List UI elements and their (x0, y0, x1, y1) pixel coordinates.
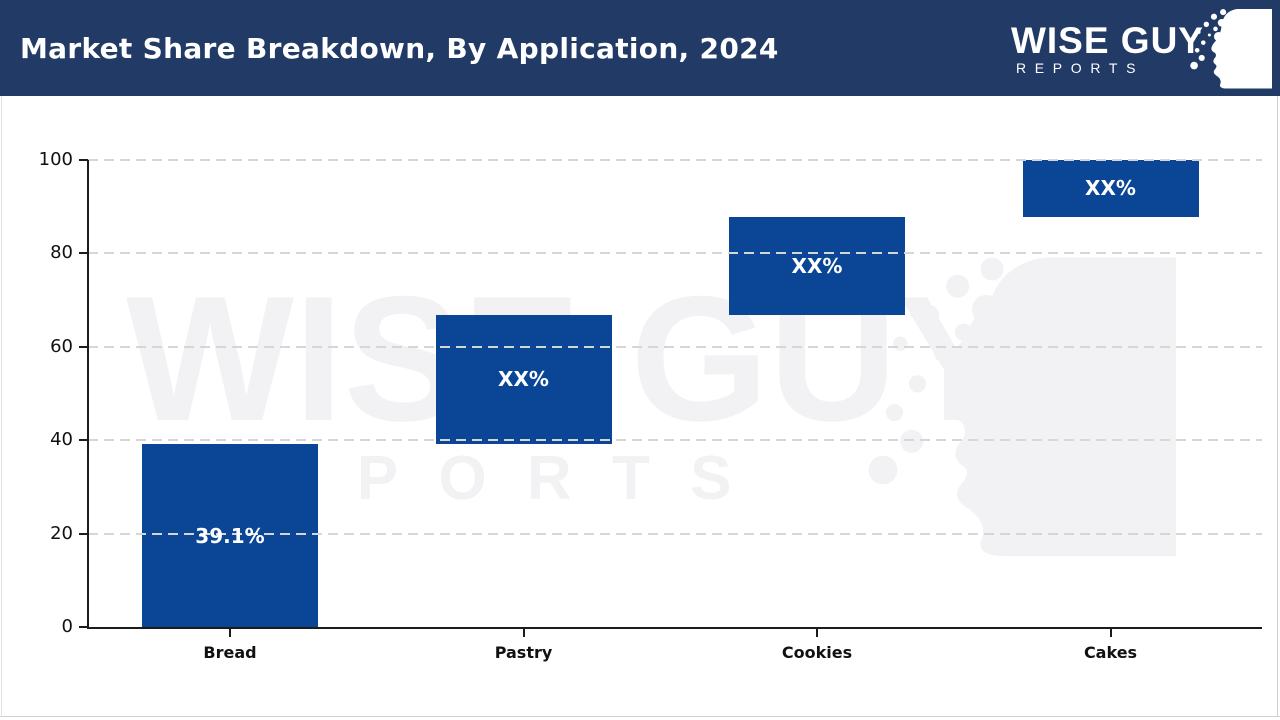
y-tick-label-0: 0 (61, 616, 73, 637)
bar-cakes (1022, 160, 1199, 217)
header: Market Share Breakdown, By Application, … (0, 0, 1280, 96)
bar-cookies (729, 216, 905, 315)
x-tick-bread (229, 629, 231, 637)
gridline-20 (88, 532, 1262, 535)
watermark-face-icon (868, 257, 1176, 557)
y-tick-label-100: 100 (38, 149, 73, 170)
y-tick-100 (79, 159, 88, 161)
axes-layer: 0 20 40 60 80 100 Bread Pastry Cookies Cakes (0, 96, 1280, 720)
gridline-40 (88, 439, 1262, 442)
x-category-label-bread: Bread (203, 643, 257, 662)
y-tick-80 (79, 252, 88, 255)
logo-face-icon (1190, 9, 1272, 89)
y-tick-label-80: 80 (50, 242, 73, 264)
x-category-label-pastry: Pastry (494, 643, 553, 662)
value-label-pastry: XX% (498, 367, 549, 392)
y-tick-label-40: 40 (50, 429, 73, 451)
frame-border-bottom (0, 716, 1280, 717)
gridline-80 (88, 252, 1262, 255)
y-tick-label-20: 20 (50, 522, 73, 544)
x-tick-cakes (1109, 629, 1112, 637)
bar-bread (142, 444, 318, 627)
gridline-60 (88, 345, 1262, 348)
y-tick-60 (79, 345, 88, 348)
gridline-100 (88, 159, 1262, 161)
logo-wordmark-main: WISE GUY (1010, 19, 1204, 61)
y-axis (87, 160, 89, 629)
bars-layer (0, 96, 1280, 720)
x-category-label-cakes: Cakes (1083, 643, 1138, 662)
y-tick-40 (79, 439, 88, 442)
value-label-cakes: XX% (1085, 176, 1136, 201)
frame-border-left (1, 96, 2, 717)
logo-wordmark-sub: REPORTS (1015, 60, 1145, 77)
wise-guy-logo: WISE GUY REPORTS (1011, 4, 1272, 92)
x-category-label-cookies: Cookies (781, 643, 853, 662)
value-label-bread: 39.1% (195, 523, 265, 548)
value-label-cookies: XX% (791, 253, 843, 278)
x-tick-cookies (816, 629, 818, 637)
bar-pastry (435, 314, 612, 445)
frame-border-right (1277, 96, 1278, 717)
y-tick-0 (79, 626, 88, 628)
y-tick-label-60: 60 (50, 335, 73, 357)
y-tick-20 (79, 532, 88, 535)
value-labels-layer: 39.1% XX% XX% XX% (0, 96, 1280, 720)
grid-layer (0, 96, 1280, 720)
x-tick-pastry (522, 629, 525, 637)
logo-wordmark: WISE GUY REPORTS (1010, 19, 1204, 77)
chart-title: Market Share Breakdown, By Application, … (20, 31, 779, 65)
chart-area: WISE GUY REPORTS 0 20 40 60 80 100 Bread Pastry… (0, 96, 1280, 720)
x-axis (87, 627, 1262, 629)
